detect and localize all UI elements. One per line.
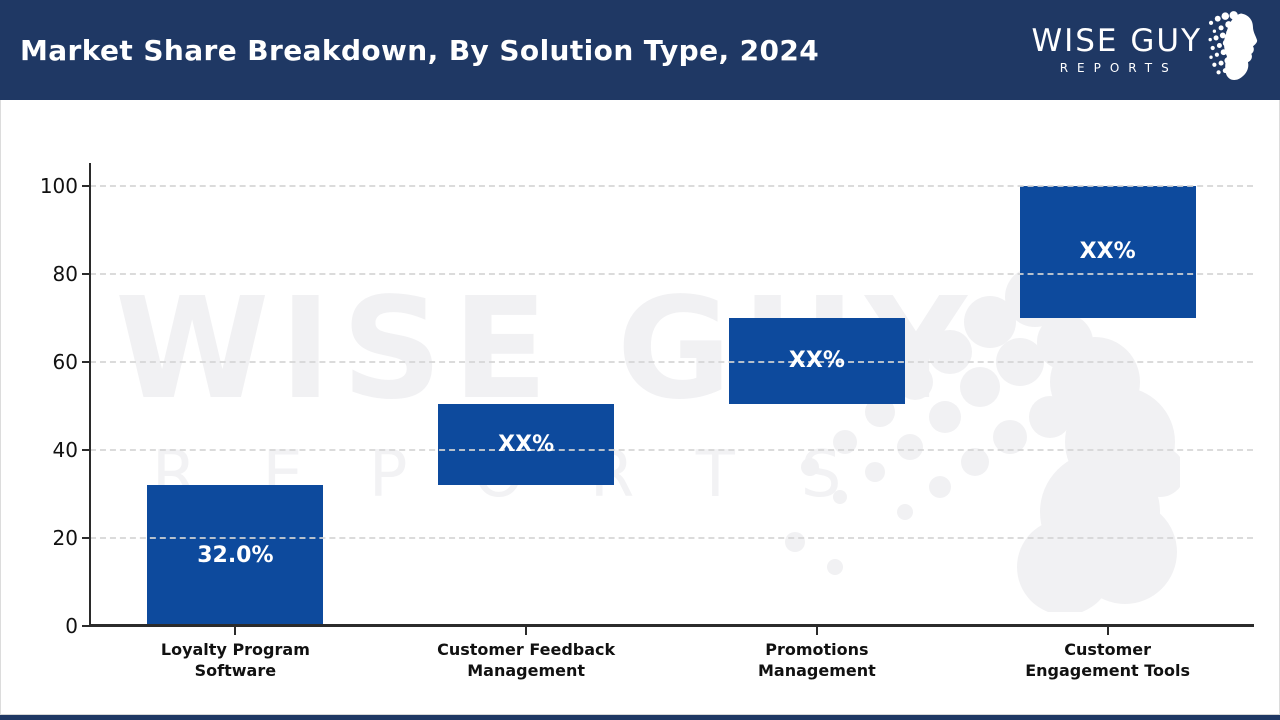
- waterfall-bar: [1019, 186, 1196, 318]
- footer-bar: [0, 715, 1280, 720]
- x-category-label: Customer Engagement Tools: [1025, 640, 1191, 681]
- bar-value-label: XX%: [1079, 239, 1136, 264]
- x-category-label: Customer Feedback Management: [437, 640, 616, 681]
- gridline: [90, 273, 1253, 275]
- y-axis-line: [89, 163, 91, 626]
- x-tick: [525, 627, 528, 635]
- x-category-label: Promotions Management: [757, 640, 876, 681]
- logo-face-icon: [1206, 9, 1258, 91]
- y-tick-label: 80: [52, 262, 78, 286]
- gridline: [90, 185, 1253, 187]
- logo-wordmark: WISE GUY REPORTS: [1031, 25, 1202, 75]
- y-tick-label: 100: [39, 174, 78, 198]
- y-tick: [82, 537, 90, 539]
- y-tick: [82, 185, 90, 187]
- y-tick-label: 40: [52, 438, 78, 462]
- y-tick: [82, 449, 90, 451]
- x-axis-line: [89, 624, 1254, 627]
- x-tick: [234, 627, 237, 635]
- y-tick-label: 0: [65, 614, 78, 638]
- logo-name-text: WISE GUY: [1031, 23, 1202, 60]
- logo-subtitle-text: REPORTS: [1059, 60, 1178, 75]
- bar-value-label: 32.0%: [197, 542, 274, 568]
- waterfall-bar: [728, 318, 905, 404]
- waterfall-bar: [438, 403, 615, 486]
- gridline: [90, 361, 1253, 363]
- bar-value-label: XX%: [498, 431, 555, 457]
- y-tick: [82, 625, 90, 627]
- x-tick: [815, 627, 818, 635]
- waterfall-bar: [147, 485, 324, 626]
- wiseguy-logo: WISE GUY REPORTS: [1031, 9, 1258, 91]
- x-category-label: Loyalty Program Software: [160, 640, 310, 681]
- y-tick-label: 60: [52, 350, 78, 374]
- y-tick: [82, 273, 90, 275]
- gridline: [90, 449, 1253, 451]
- y-tick-label: 20: [52, 526, 78, 550]
- y-tick: [82, 361, 90, 363]
- x-tick: [1106, 627, 1109, 635]
- bar-value-label: XX%: [788, 347, 845, 373]
- chart-title: Market Share Breakdown, By Solution Type…: [20, 33, 820, 67]
- header-bar: Market Share Breakdown, By Solution Type…: [0, 0, 1280, 100]
- gridline: [90, 537, 1253, 539]
